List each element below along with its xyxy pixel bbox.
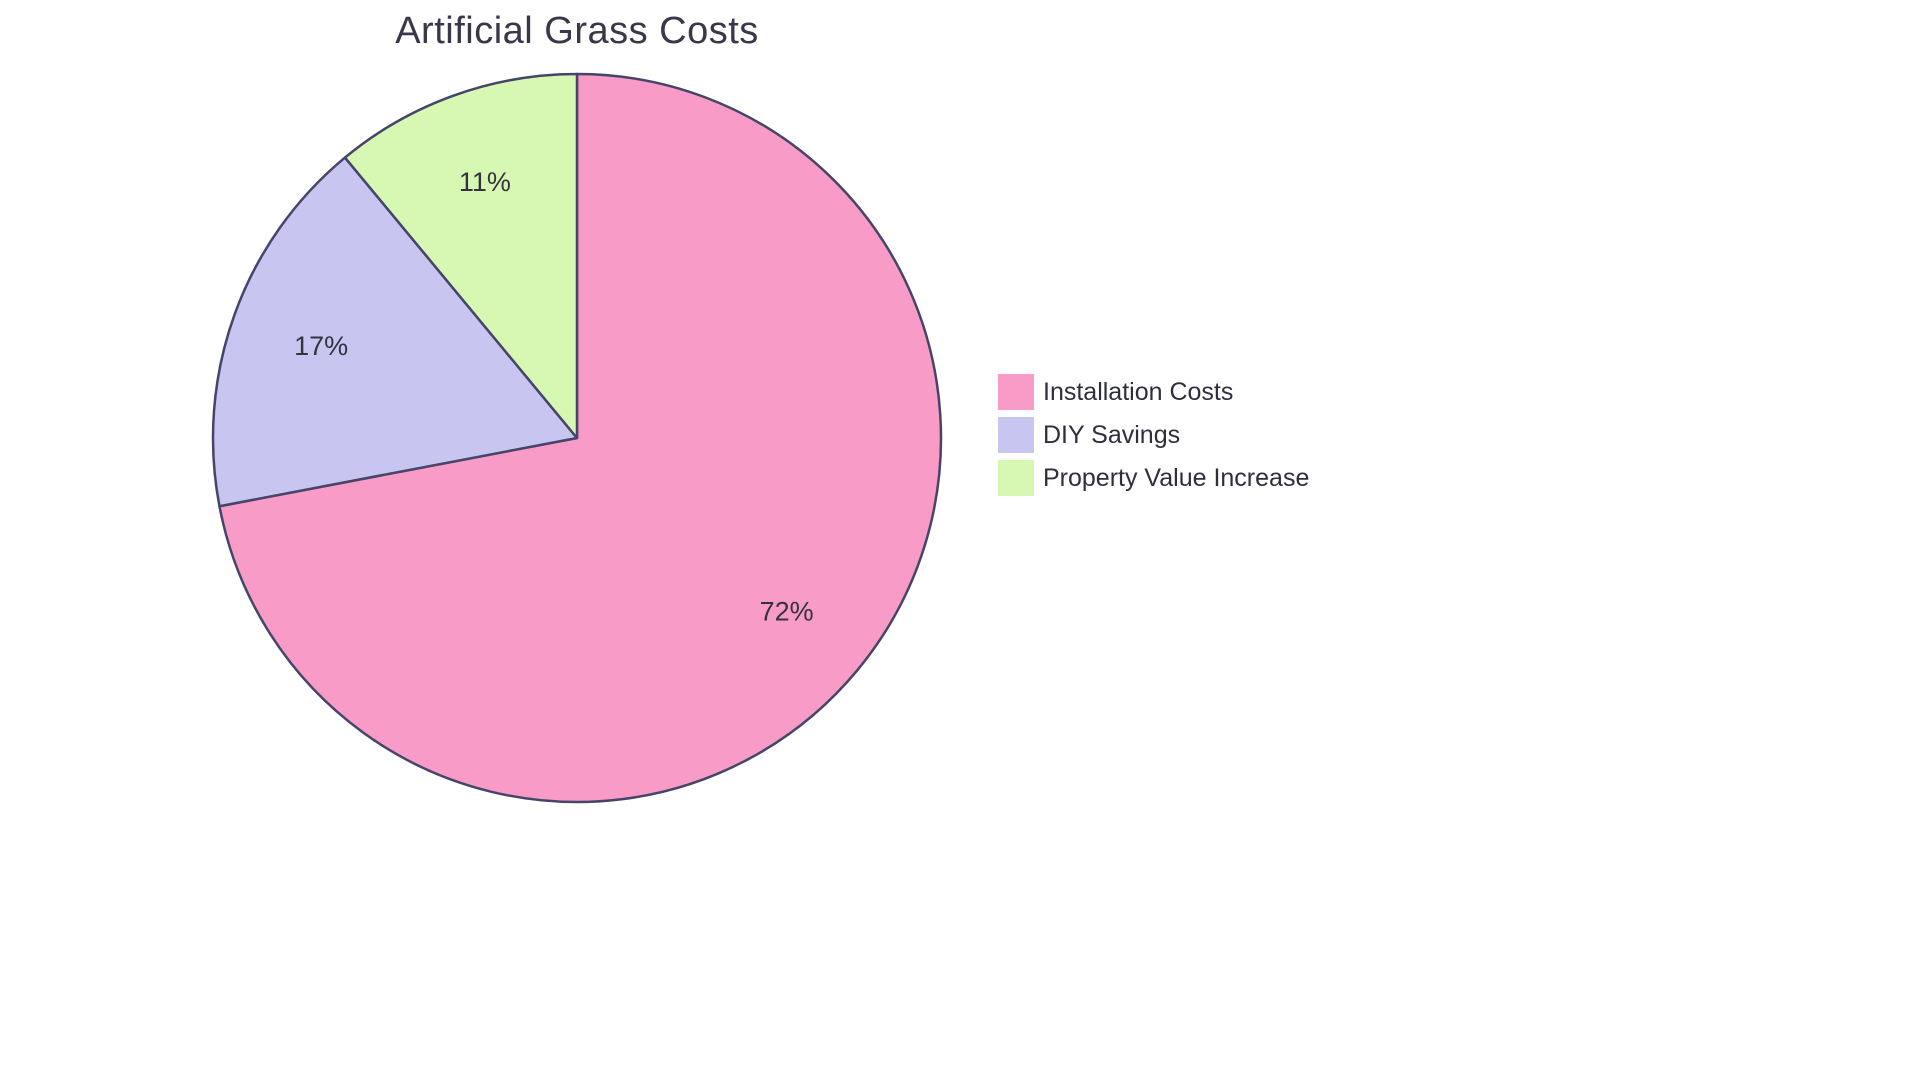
pie-slice-property-value-increase — [343, 72, 579, 440]
pie-slice-installation-costs — [218, 72, 943, 804]
legend-item-property-value-increase[interactable]: Property Value Increase — [998, 460, 1309, 496]
pie-percent-label: 11% — [459, 167, 511, 197]
chart-title: Artificial Grass Costs — [395, 10, 759, 52]
legend-item-diy-savings[interactable]: DIY Savings — [998, 417, 1309, 453]
legend-label: Property Value Increase — [1043, 463, 1310, 492]
pie-slice-diy-savings — [211, 156, 579, 508]
legend: Installation Costs DIY Savings Property … — [998, 374, 1309, 496]
pie-percent-label: 72% — [760, 596, 814, 626]
legend-label: DIY Savings — [1043, 420, 1181, 449]
legend-swatch-icon — [998, 417, 1034, 453]
legend-item-installation-costs[interactable]: Installation Costs — [998, 374, 1309, 410]
legend-swatch-icon — [998, 374, 1034, 410]
legend-swatch-icon — [998, 460, 1034, 496]
legend-label: Installation Costs — [1043, 377, 1234, 406]
pie-percent-label: 17% — [294, 331, 348, 361]
